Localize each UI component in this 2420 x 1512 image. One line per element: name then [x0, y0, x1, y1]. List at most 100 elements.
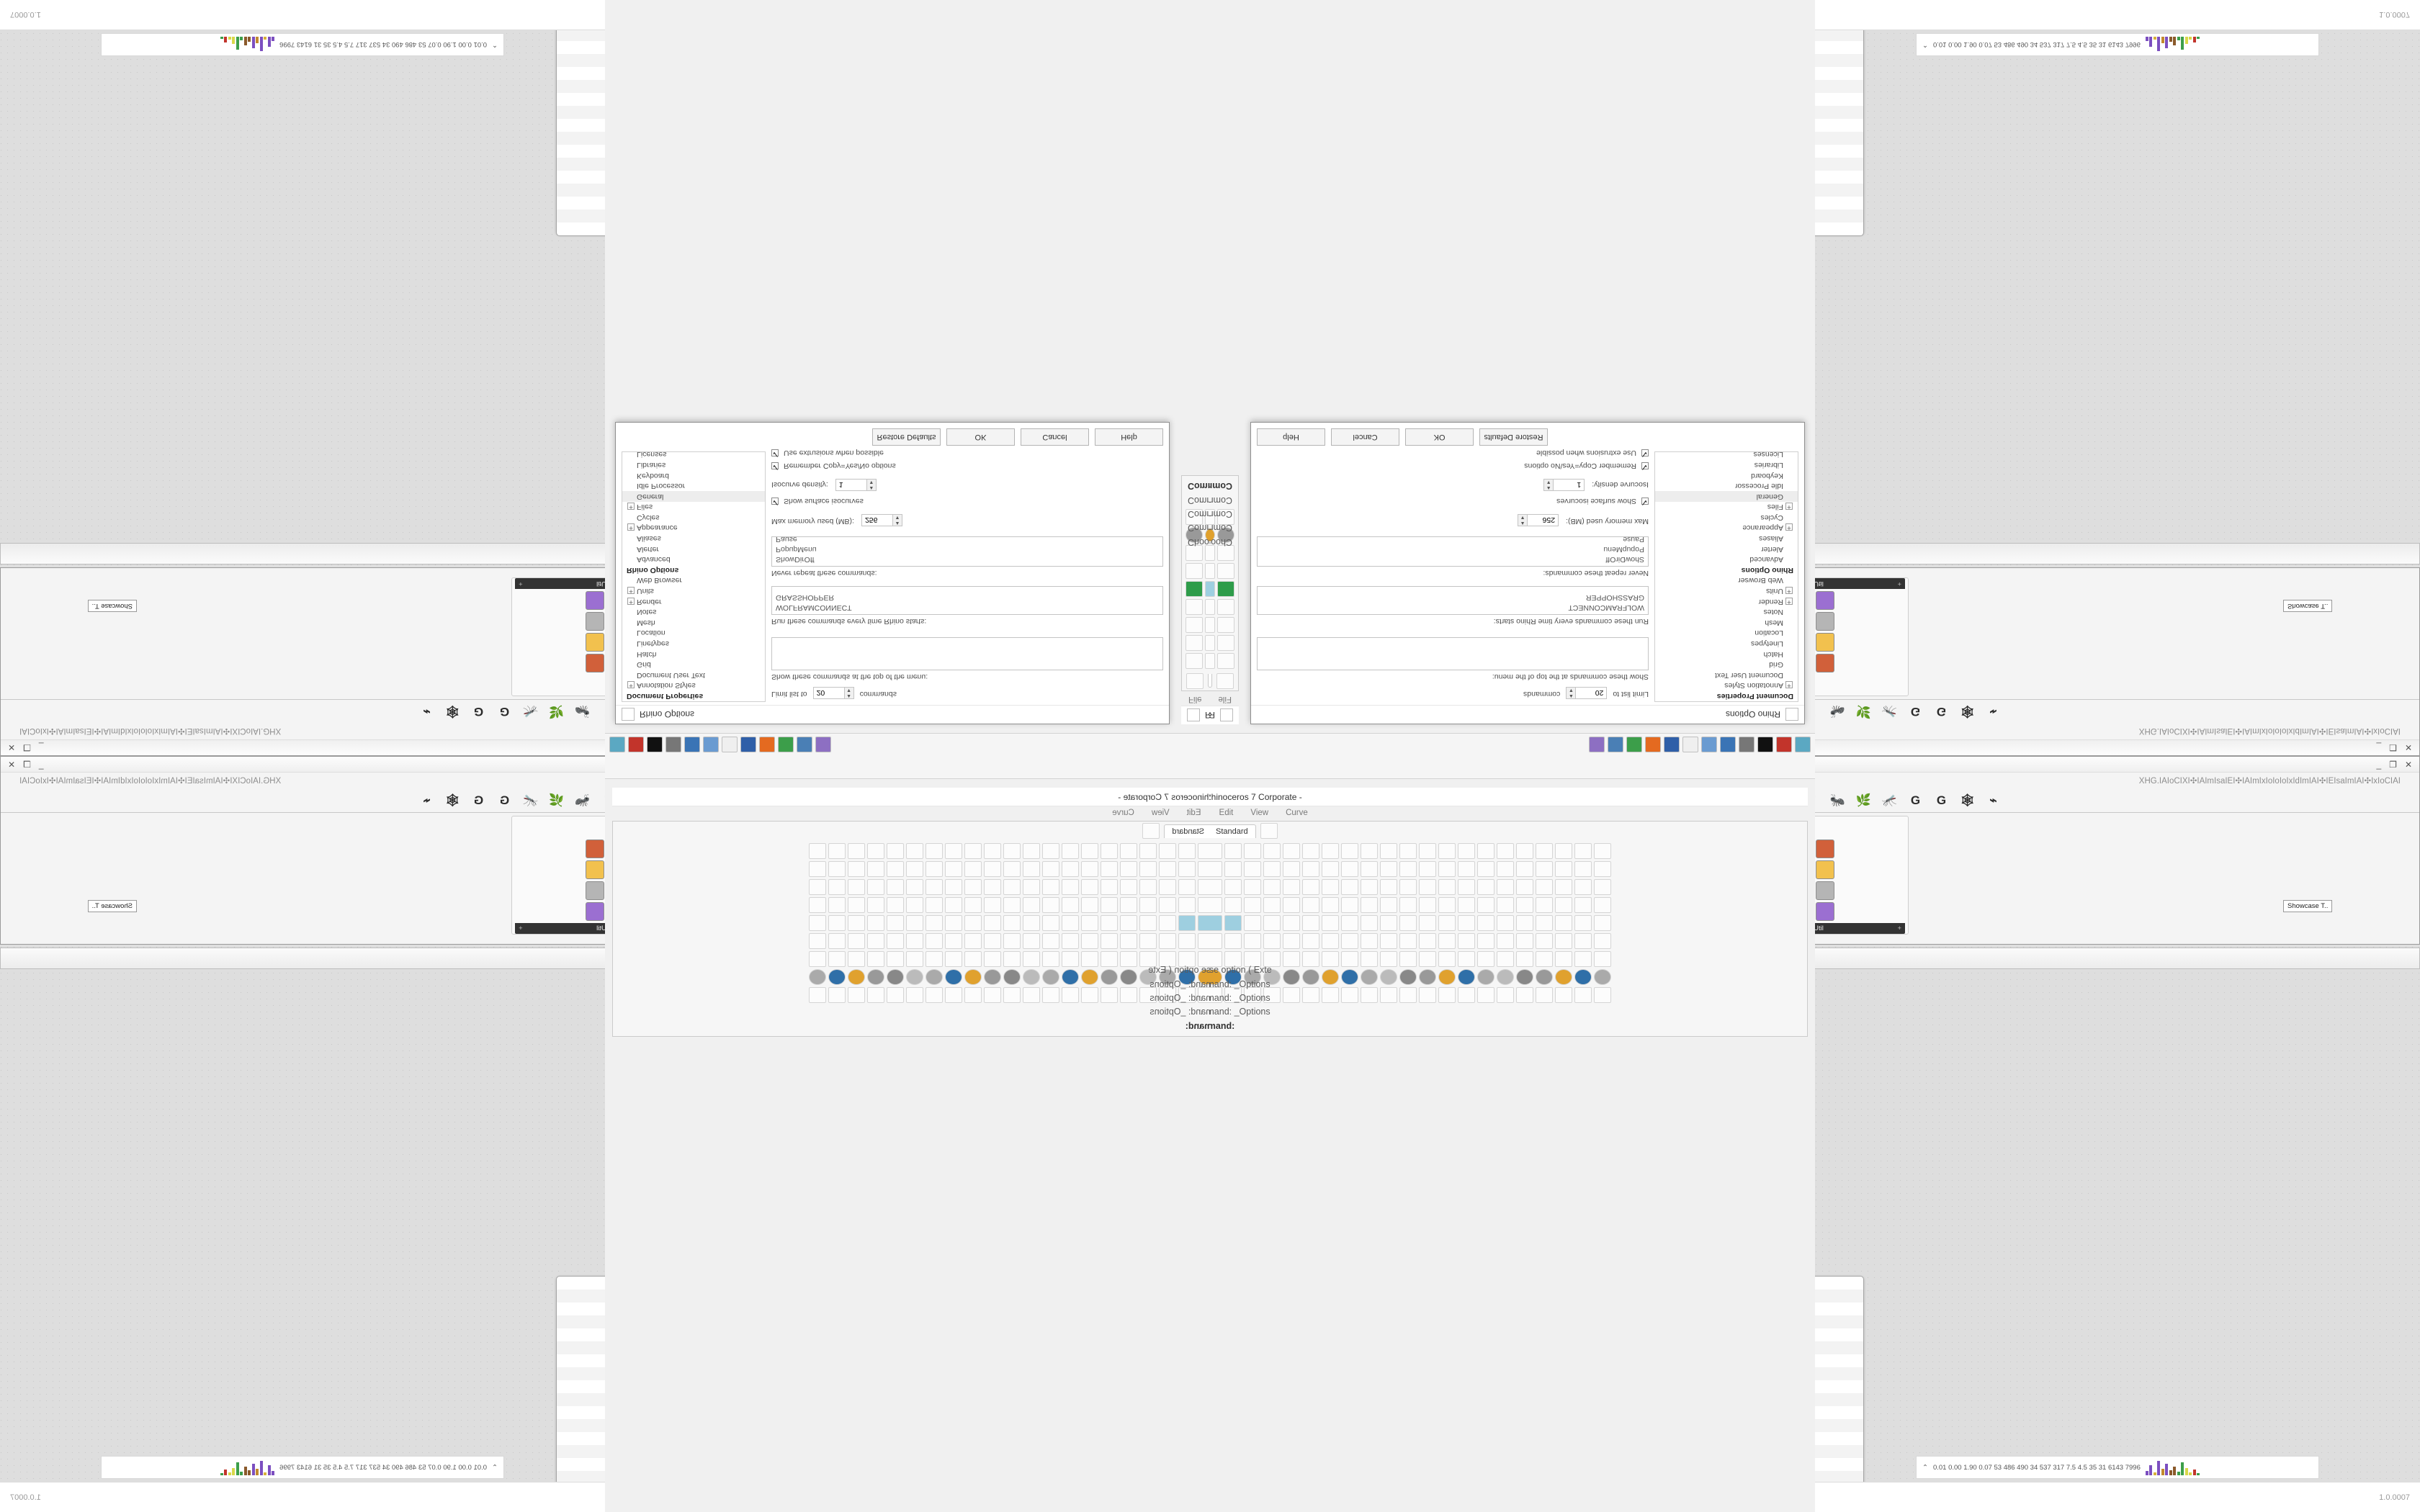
rhino-top-toolbar[interactable] — [605, 756, 1210, 779]
options-tree-item-location[interactable]: Location — [637, 629, 666, 638]
ok-button[interactable]: OK — [1405, 428, 1474, 446]
rhino-tool-icon[interactable] — [1380, 843, 1397, 859]
stepper-up-icon[interactable]: ▲ ▼ — [844, 687, 854, 699]
rhino-tool-icon[interactable] — [1263, 969, 1281, 985]
rhino-tool-icon[interactable] — [1574, 933, 1592, 949]
rhino-tool-icon[interactable] — [1217, 599, 1234, 615]
rhino-tool-icon[interactable] — [1101, 843, 1118, 859]
rhino-tool-icon[interactable] — [1594, 879, 1611, 895]
component-icon[interactable] — [1816, 612, 1834, 631]
rhino-tool-icon[interactable] — [1042, 861, 1059, 877]
rhino-tool-icon[interactable] — [1341, 987, 1358, 1003]
rhino-tool-icon[interactable] — [1477, 861, 1494, 877]
rhino-tool-icon[interactable] — [1210, 599, 1215, 615]
options-tree-item-render[interactable]: Render — [1655, 596, 1798, 607]
options-tree-item-units[interactable]: Units — [622, 585, 765, 596]
rhino-tool-icon[interactable] — [1477, 969, 1494, 985]
rhino-tool-icon[interactable] — [1217, 563, 1234, 579]
rhino-tool-icon[interactable] — [1341, 879, 1358, 895]
rhino-top-toolbar[interactable] — [605, 733, 1210, 756]
rhino-tool-icon[interactable] — [1399, 933, 1417, 949]
rhino-tool-icon[interactable] — [848, 897, 865, 913]
rhino-tool-icon[interactable] — [1302, 843, 1319, 859]
rhino-tool-icon[interactable] — [828, 879, 846, 895]
options-tree-item-notes[interactable]: Notes — [637, 608, 657, 617]
component-icon[interactable] — [1816, 881, 1834, 900]
rhino-tool-icon[interactable] — [1516, 879, 1533, 895]
rhino-tool-icon[interactable] — [1302, 987, 1319, 1003]
component-icon[interactable] — [586, 860, 604, 879]
options-tree[interactable]: Document PropertiesAnnotation StylesDocu… — [622, 451, 766, 702]
component-tab-22[interactable]: 🐜 — [1829, 793, 1846, 807]
rhino-tool-icon[interactable] — [1205, 617, 1210, 633]
rhino-tool-icon[interactable] — [926, 915, 943, 931]
options-tree-item-files[interactable]: Files — [1655, 502, 1798, 513]
rhino-tool-icon[interactable] — [984, 861, 1001, 877]
app-icon-1[interactable] — [628, 737, 644, 753]
app-icon-10[interactable] — [797, 737, 812, 753]
rhino-tool-icon[interactable] — [828, 915, 846, 931]
rhino-tool-icon[interactable] — [1399, 987, 1417, 1003]
rhino-tool-icon[interactable] — [1198, 843, 1210, 859]
component-icon[interactable] — [1816, 654, 1834, 672]
options-tree-item-alerter[interactable]: Alerter — [1761, 544, 1783, 554]
rhino-tool-icon[interactable] — [1003, 861, 1021, 877]
rhino-tool-icon[interactable] — [1458, 951, 1475, 967]
isocurve-density-input[interactable] — [835, 479, 867, 491]
rhino-tool-icon[interactable] — [1120, 933, 1137, 949]
component-tab-24[interactable]: 🦟 — [1881, 705, 1898, 719]
rhino-tool-icon[interactable] — [964, 861, 982, 877]
rhino-tool-icon[interactable] — [984, 843, 1001, 859]
rhino-top-toolbar[interactable] — [1210, 733, 1815, 756]
rhino-tool-icon[interactable] — [1477, 951, 1494, 967]
rhino-tool-icon[interactable] — [1139, 843, 1157, 859]
rhino-tool-icon[interactable] — [1003, 879, 1021, 895]
show-top-commands-textbox[interactable] — [771, 637, 1163, 670]
rhino-tool-icon[interactable] — [1516, 969, 1533, 985]
rhino-tool-icon[interactable] — [1594, 915, 1611, 931]
component-tab-25[interactable]: G — [1910, 793, 1921, 807]
rhino-tool-icon[interactable] — [887, 969, 904, 985]
rhino-tool-icon[interactable] — [1101, 879, 1118, 895]
toolbar-icon-grid[interactable] — [1210, 840, 1807, 1008]
options-tree-item-mesh[interactable]: Mesh — [637, 618, 655, 627]
rhino-tool-icon[interactable] — [1120, 861, 1137, 877]
rhino-tool-icon[interactable] — [1361, 879, 1378, 895]
rhino-tool-icon[interactable] — [1341, 861, 1358, 877]
rhino-tool-icon[interactable] — [964, 897, 982, 913]
rhino-tool-icon[interactable] — [1574, 879, 1592, 895]
options-tree-item-location[interactable]: Location — [1754, 629, 1783, 638]
component-tab-22[interactable]: 🐜 — [1829, 705, 1846, 719]
rhino-tool-icon[interactable] — [1283, 897, 1300, 913]
rhino-tool-icon[interactable] — [1322, 897, 1339, 913]
rhino-tool-icon[interactable] — [1497, 879, 1514, 895]
rhino-tool-icon[interactable] — [1477, 915, 1494, 931]
cancel-button[interactable]: Cancel — [1021, 428, 1089, 446]
rhino-tool-icon[interactable] — [809, 969, 826, 985]
window-buttons[interactable]: _ ❐ ✕ — [2376, 760, 2415, 770]
rhino-tool-icon[interactable] — [1120, 987, 1137, 1003]
cmd-prompt[interactable]: Command: — [1210, 481, 1232, 492]
rhino-tool-icon[interactable] — [1438, 933, 1456, 949]
rhino-tool-icon[interactable] — [828, 897, 846, 913]
rhino-tool-icon[interactable] — [1516, 843, 1533, 859]
app-icon-5[interactable] — [703, 737, 719, 753]
rhino-tool-icon[interactable] — [887, 951, 904, 967]
rhino-tool-icon[interactable] — [1159, 915, 1176, 931]
rhino-tool-icon[interactable] — [1497, 933, 1514, 949]
rhino-tool-icon[interactable] — [848, 861, 865, 877]
maximize-icon[interactable]: ❐ — [2389, 742, 2397, 753]
rhino-tool-icon[interactable] — [1081, 987, 1098, 1003]
restore-defaults-button[interactable]: Restore Defaults — [872, 428, 941, 446]
rhino-tool-icon[interactable] — [1205, 653, 1210, 669]
rhino-tool-icon[interactable] — [1081, 879, 1098, 895]
rhino-tool-icon[interactable] — [809, 951, 826, 967]
stepper-up-icon[interactable]: ▲ ▼ — [1543, 479, 1554, 491]
rhino-tool-icon[interactable] — [867, 843, 884, 859]
component-tab-23[interactable]: 🌿 — [548, 793, 565, 807]
rhino-tool-icon[interactable] — [906, 861, 923, 877]
rhino-tool-icon[interactable] — [1210, 843, 1222, 859]
rhino-tool-icon[interactable] — [1003, 987, 1021, 1003]
rhino-tool-icon[interactable] — [1003, 933, 1021, 949]
rhino-tool-icon[interactable] — [1477, 987, 1494, 1003]
